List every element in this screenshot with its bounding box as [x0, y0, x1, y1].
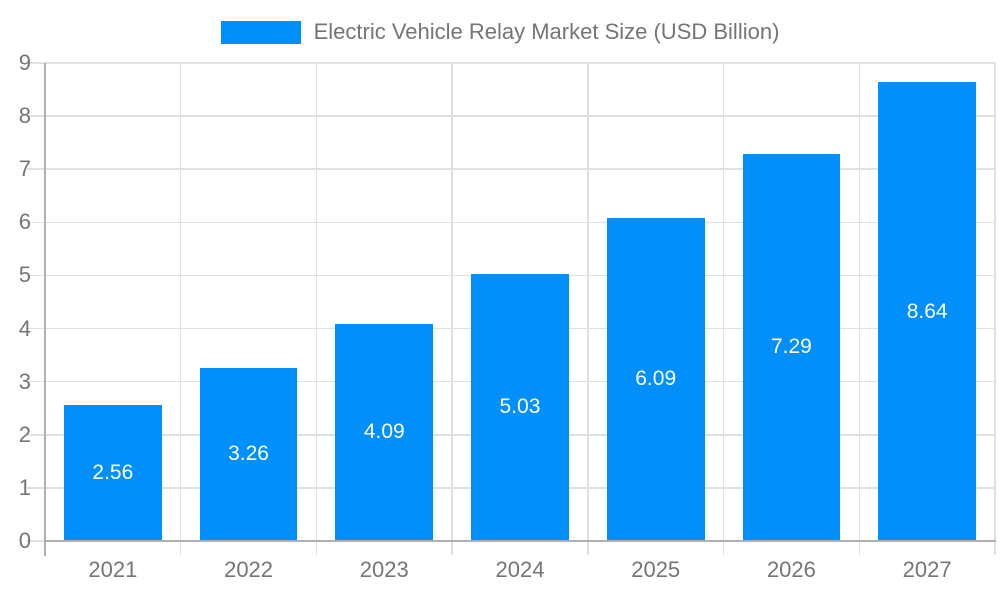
y-tick-label: 7	[18, 156, 31, 182]
y-axis-tick	[27, 62, 45, 64]
x-axis-line	[44, 540, 996, 542]
category-gridline	[315, 63, 318, 541]
x-axis-tick	[858, 541, 861, 555]
y-tick-label: 8	[18, 103, 31, 129]
x-axis-tick	[722, 541, 725, 555]
category-gridline	[451, 63, 453, 541]
x-tick-label: 2024	[495, 557, 545, 582]
legend-swatch-icon	[220, 20, 301, 44]
category-gridline	[994, 63, 996, 541]
x-tick-label: 2023	[359, 557, 409, 582]
y-axis-tick	[27, 434, 45, 436]
y-axis-tick	[27, 274, 45, 277]
y-tick-label: 2	[18, 421, 31, 447]
x-tick-label: 2025	[631, 557, 681, 582]
x-axis-tick	[451, 541, 453, 555]
y-tick-label: 1	[18, 474, 31, 500]
y-tick-label: 6	[18, 209, 31, 235]
y-axis-tick	[27, 221, 45, 224]
legend-label: Electric Vehicle Relay Market Size (USD …	[313, 19, 780, 44]
y-gridline	[45, 115, 995, 117]
y-gridline	[45, 221, 995, 224]
bar-value-label: 8.64	[906, 299, 948, 323]
x-axis-tick	[587, 541, 589, 555]
y-tick-label: 5	[18, 262, 31, 288]
x-axis-tick	[179, 541, 182, 555]
x-tick-label: 2021	[88, 557, 138, 582]
bar-2027[interactable]	[878, 82, 976, 541]
y-axis-tick	[27, 327, 45, 330]
y-tick-label: 4	[18, 315, 31, 341]
y-gridline	[45, 168, 995, 170]
bar-2026[interactable]	[742, 153, 841, 541]
bar-2022[interactable]	[199, 367, 298, 541]
category-gridline	[858, 63, 861, 541]
x-tick-label: 2027	[902, 557, 952, 582]
category-gridline	[722, 63, 725, 541]
bar-2021[interactable]	[64, 405, 162, 541]
y-tick-label: 9	[18, 50, 31, 75]
bar-value-label: 5.03	[499, 395, 541, 419]
y-axis-tick	[27, 168, 45, 170]
category-gridline	[179, 63, 182, 541]
y-tick-label: 3	[18, 368, 31, 394]
x-tick-label: 2022	[224, 557, 274, 582]
category-gridline	[587, 63, 589, 541]
x-tick-label: 2026	[766, 557, 816, 582]
x-axis-tick	[994, 541, 996, 555]
y-axis-tick	[27, 115, 45, 117]
y-axis-tick	[27, 487, 45, 489]
bar-value-label: 7.29	[770, 335, 812, 359]
y-axis-tick	[27, 540, 45, 542]
bar-value-label: 2.56	[92, 461, 134, 485]
y-gridline	[45, 62, 995, 64]
chart-legend[interactable]: Electric Vehicle Relay Market Size (USD …	[0, 19, 1000, 45]
bar-2023[interactable]	[335, 323, 434, 541]
bar-value-label: 3.26	[228, 442, 269, 466]
bar-2024[interactable]	[471, 273, 569, 541]
bar-2025[interactable]	[606, 217, 705, 541]
x-axis-tick	[315, 541, 318, 555]
bar-value-label: 6.09	[635, 367, 677, 391]
bar-value-label: 4.09	[363, 420, 405, 444]
y-axis-tick	[27, 380, 45, 383]
y-tick-label: 0	[18, 528, 31, 553]
y-axis-line	[44, 63, 46, 556]
